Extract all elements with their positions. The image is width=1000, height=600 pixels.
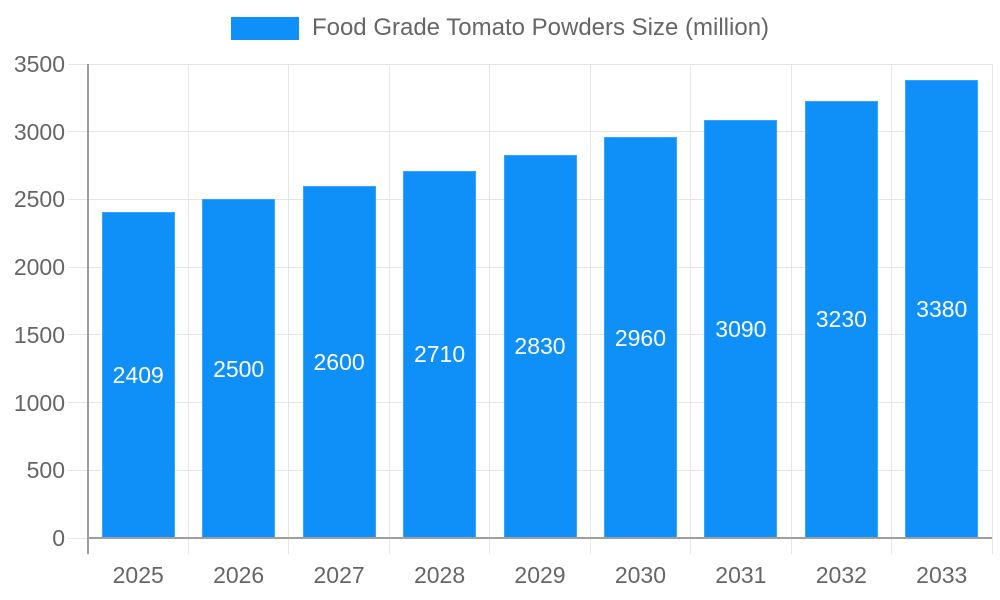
v-gridline [388,64,390,538]
y-tick [68,266,88,268]
bar-value-label: 3380 [916,296,968,323]
bar-value-label: 2710 [413,341,466,368]
legend-item[interactable]: Food Grade Tomato Powders Size (million) [230,14,770,42]
y-tick [68,469,88,471]
v-gridline [589,64,591,538]
legend: Food Grade Tomato Powders Size (million) [0,14,1000,42]
bar-2032[interactable] [804,100,878,538]
x-tick [489,538,491,554]
bar-2030[interactable] [603,137,677,538]
x-axis-label: 2033 [916,562,968,588]
y-axis-label: 1000 [13,389,65,416]
bar-2027[interactable] [302,185,376,538]
bar-2031[interactable] [704,119,778,538]
bar-value-label: 2960 [614,324,667,351]
x-axis-label: 2031 [715,562,767,588]
bar-value-label: 2500 [213,355,265,382]
legend-swatch [230,16,299,40]
y-axis-label: 0 [52,525,65,551]
bar-2028[interactable] [403,170,477,538]
h-gridline [88,63,992,65]
x-tick [388,538,390,554]
x-tick [589,538,591,554]
bar-value-label: 3230 [815,306,867,333]
x-tick [991,538,993,554]
bar-value-label: 3090 [715,315,767,342]
bar-2026[interactable] [202,199,276,538]
v-gridline [489,64,491,538]
y-axis-label: 2000 [13,254,65,281]
v-gridline [891,64,893,538]
bar-2033[interactable] [905,80,979,538]
x-axis-label: 2029 [514,562,566,588]
bar-value-label: 2409 [112,361,164,388]
bar-2029[interactable] [503,154,577,538]
v-gridline [187,64,189,538]
y-tick [68,537,88,539]
v-gridline [690,64,692,538]
x-tick [288,538,290,554]
y-tick [68,402,88,404]
x-axis-label: 2026 [213,562,265,588]
y-tick [68,334,88,336]
x-axis-label: 2030 [614,562,667,588]
x-tick [891,538,893,554]
x-axis-label: 2032 [815,562,867,588]
y-tick [68,198,88,200]
y-axis-label: 2500 [13,186,65,213]
y-axis-label: 3000 [13,118,65,145]
bar-value-label: 2600 [313,348,365,375]
bar-value-label: 2830 [514,333,566,360]
x-axis-label: 2025 [112,562,164,588]
y-axis-line [87,64,89,554]
v-gridline [991,64,993,538]
y-axis-label: 1500 [13,321,65,348]
v-gridline [288,64,290,538]
bar-2025[interactable] [101,211,175,538]
v-gridline [790,64,792,538]
h-gridline [88,131,992,133]
x-axis-label: 2027 [313,562,365,588]
y-tick [68,131,88,133]
x-axis-label: 2028 [413,562,466,588]
y-tick [68,63,88,65]
x-tick [790,538,792,554]
y-axis-label: 500 [26,457,65,484]
x-tick [187,538,189,554]
x-tick [690,538,692,554]
x-axis-line [88,537,992,539]
legend-label: Food Grade Tomato Powders Size (million) [311,14,770,41]
y-axis-label: 3500 [13,51,65,77]
